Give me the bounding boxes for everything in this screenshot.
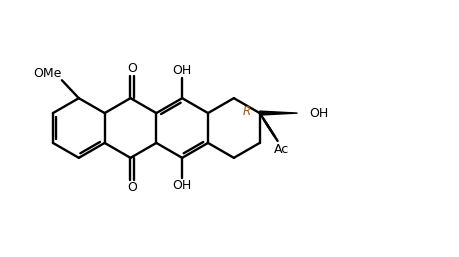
Polygon shape [260,111,297,115]
Text: O: O [127,181,137,194]
Text: R: R [243,105,251,118]
Text: Ac: Ac [274,143,289,156]
Text: O: O [127,62,137,75]
Text: OMe: OMe [33,67,61,80]
Text: OH: OH [173,64,192,77]
Text: OH: OH [173,179,192,192]
Text: OH: OH [309,107,329,120]
